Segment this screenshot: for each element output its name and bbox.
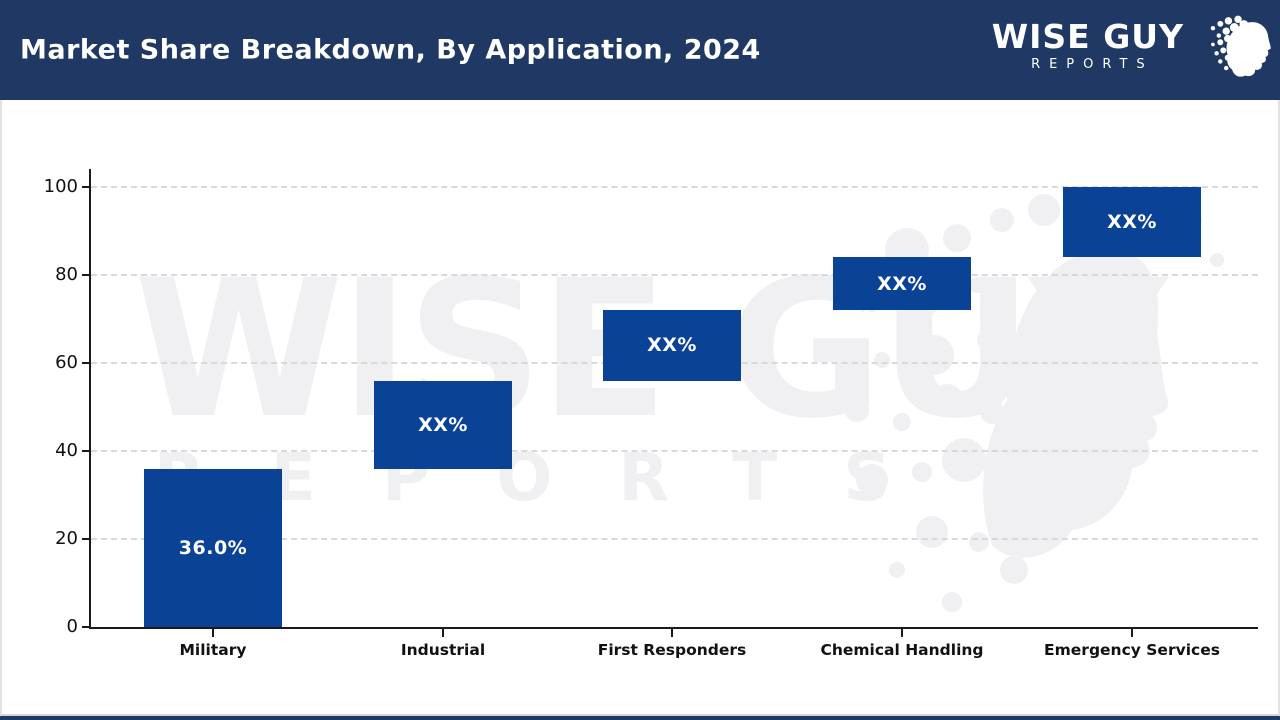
y-tick-label-100: 100 (43, 176, 78, 197)
bar-military: 36.0% (144, 468, 282, 627)
y-tick-mark-60 (82, 362, 89, 364)
x-tick-mark-2 (671, 629, 673, 637)
bar-first-responders: XX% (603, 310, 741, 381)
y-tick-mark-80 (82, 274, 89, 276)
watermark-head-profile (845, 194, 1224, 612)
y-tick-mark-0 (82, 626, 89, 628)
y-tick-mark-40 (82, 450, 89, 452)
wise-guy-reports-logo: WISE GUY REPORTS (992, 0, 1272, 100)
x-tick-mark-3 (901, 629, 903, 637)
logo-head-profile-icon (1210, 15, 1271, 77)
y-tick-label-40: 40 (55, 440, 78, 461)
y-tick-label-20: 20 (55, 528, 78, 549)
gridline-80 (91, 274, 1258, 276)
x-tick-mark-0 (212, 629, 214, 637)
logo-subtitle: REPORTS (1031, 56, 1154, 72)
x-tick-mark-1 (442, 629, 444, 637)
page-title: Market Share Breakdown, By Application, … (20, 34, 761, 66)
bar-value-label: XX% (877, 272, 927, 295)
category-label-3: Chemical Handling (820, 641, 984, 659)
gridline-100 (91, 186, 1258, 188)
logo-wordmark: WISE GUY (991, 17, 1184, 56)
category-label-1: Industrial (400, 641, 486, 659)
y-axis-line (89, 169, 91, 629)
bar-value-label: XX% (418, 413, 468, 436)
bar-industrial: XX% (374, 380, 512, 469)
footer-bar (0, 716, 1280, 720)
category-label-0: Military (179, 641, 247, 659)
gridline-20 (91, 538, 1258, 540)
chart-area: WISE GUY REPORTS 0 20 40 60 80 100 36.0% Milita… (0, 100, 1280, 716)
y-tick-mark-100 (82, 186, 89, 188)
x-tick-mark-4 (1131, 629, 1133, 637)
bar-value-label: XX% (647, 334, 697, 357)
logo-text: WISE GUY REPORTS (991, 17, 1184, 72)
y-tick-label-60: 60 (55, 352, 78, 373)
bar-chemical-handling: XX% (833, 257, 971, 311)
y-tick-mark-20 (82, 538, 89, 540)
bar-value-label: 36.0% (178, 536, 248, 559)
y-tick-label-80: 80 (55, 264, 78, 285)
bar-value-label: XX% (1107, 211, 1157, 234)
x-axis-line (89, 627, 1258, 629)
category-label-2: First Responders (597, 641, 747, 659)
category-label-4: Emergency Services (1044, 641, 1220, 659)
header-bar: Market Share Breakdown, By Application, … (0, 0, 1280, 100)
gridline-40 (91, 450, 1258, 452)
bar-emergency-services: XX% (1063, 187, 1201, 258)
y-tick-label-0: 0 (66, 616, 78, 637)
